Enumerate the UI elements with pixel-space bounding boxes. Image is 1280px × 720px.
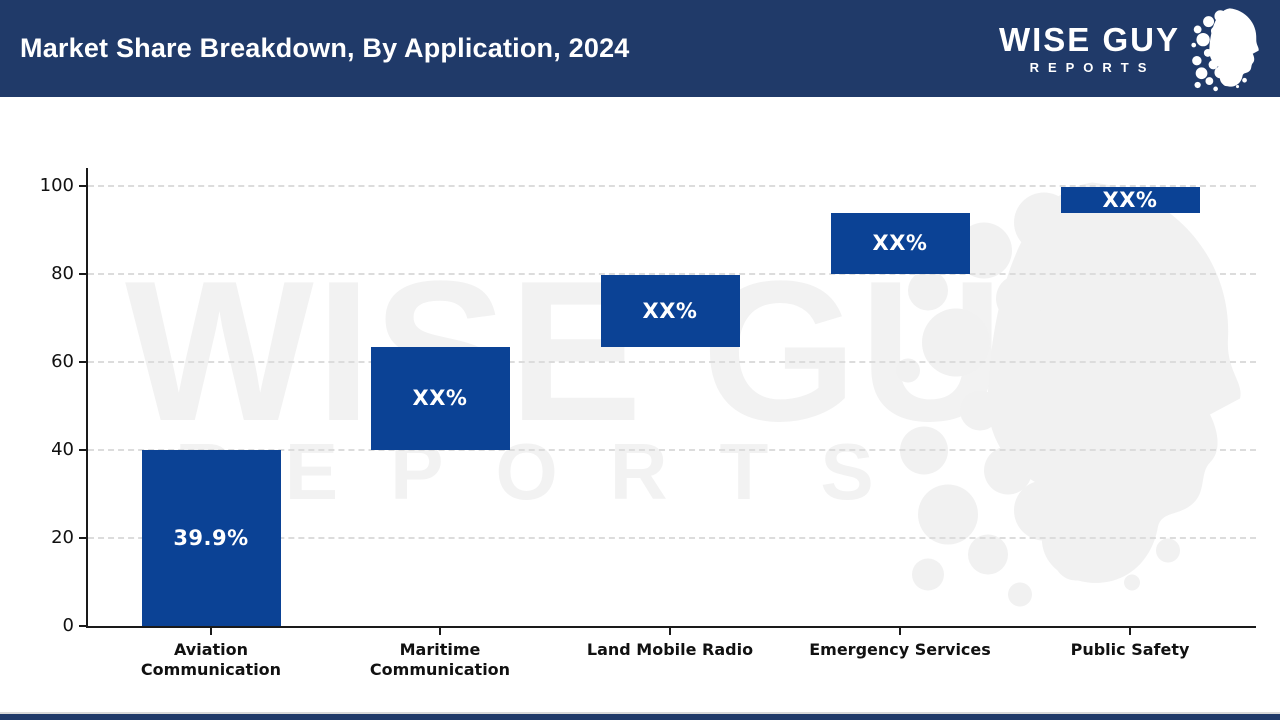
y-tick-label-20: 20 <box>51 527 74 548</box>
y-tick-label-60: 60 <box>51 351 74 372</box>
category-label-land-mobile-radio: Land Mobile Radio <box>550 640 790 660</box>
y-tick-80 <box>79 273 88 275</box>
footer-bar <box>0 714 1280 720</box>
category-label-line: Public Safety <box>1070 640 1190 659</box>
wiseguy-logo: WISE GUY REPORTS <box>999 6 1266 92</box>
category-label-line: Communication <box>369 660 511 679</box>
y-axis <box>86 168 88 628</box>
gridline-80 <box>88 273 1256 275</box>
x-tick-land-mobile-radio <box>669 628 671 635</box>
category-label-line: Maritime <box>399 640 481 659</box>
bar-aviation-communication: 39.9% <box>141 450 281 626</box>
x-tick-aviation-communication <box>210 628 212 635</box>
category-label-line: Land Mobile Radio <box>586 640 754 659</box>
logo-wordmark-bottom: REPORTS <box>1029 59 1156 75</box>
y-tick-100 <box>79 185 88 187</box>
y-tick-label-80: 80 <box>51 263 74 284</box>
bar-value-label-emergency-services: XX% <box>872 231 928 256</box>
category-label-public-safety: Public Safety <box>1010 640 1250 660</box>
y-tick-40 <box>79 449 88 451</box>
header: Market Share Breakdown, By Application, … <box>0 0 1280 97</box>
x-axis <box>86 626 1256 628</box>
y-tick-20 <box>79 537 88 539</box>
x-tick-public-safety <box>1129 628 1131 635</box>
gridline-100 <box>88 185 1256 187</box>
y-tick-0 <box>79 625 88 627</box>
chart-title: Market Share Breakdown, By Application, … <box>20 33 630 63</box>
logo-wordmark-top: WISE GUY <box>998 20 1180 58</box>
bar-land-mobile-radio: XX% <box>600 274 740 348</box>
category-label-aviation-communication: Aviation Communication <box>91 640 331 680</box>
category-label-maritime-communication: Maritime Communication <box>320 640 560 680</box>
bar-value-label-land-mobile-radio: XX% <box>642 298 698 323</box>
category-label-emergency-services: Emergency Services <box>780 640 1020 660</box>
logo-wordmark: WISE GUY REPORTS <box>999 23 1180 75</box>
y-tick-60 <box>79 361 88 363</box>
category-label-line: Emergency Services <box>809 640 991 659</box>
bar-value-label-aviation-communication: 39.9% <box>173 526 249 551</box>
category-label-line: Communication <box>140 660 282 679</box>
footer-divider <box>0 712 1280 714</box>
bar-emergency-services: XX% <box>830 212 970 274</box>
bar-public-safety: XX% <box>1060 187 1200 213</box>
category-label-line: Aviation <box>173 640 249 659</box>
x-tick-emergency-services <box>899 628 901 635</box>
gridline-40 <box>88 449 1256 451</box>
wiseguy-head-icon <box>1184 6 1266 92</box>
bar-value-label-public-safety: XX% <box>1102 188 1158 213</box>
gridline-60 <box>88 361 1256 363</box>
y-tick-label-40: 40 <box>51 439 74 460</box>
x-tick-maritime-communication <box>439 628 441 635</box>
y-tick-label-100: 100 <box>39 175 74 196</box>
y-tick-label-0: 0 <box>62 615 74 636</box>
bar-maritime-communication: XX% <box>370 346 510 450</box>
gridline-20 <box>88 537 1256 539</box>
bar-value-label-maritime-communication: XX% <box>412 386 468 411</box>
